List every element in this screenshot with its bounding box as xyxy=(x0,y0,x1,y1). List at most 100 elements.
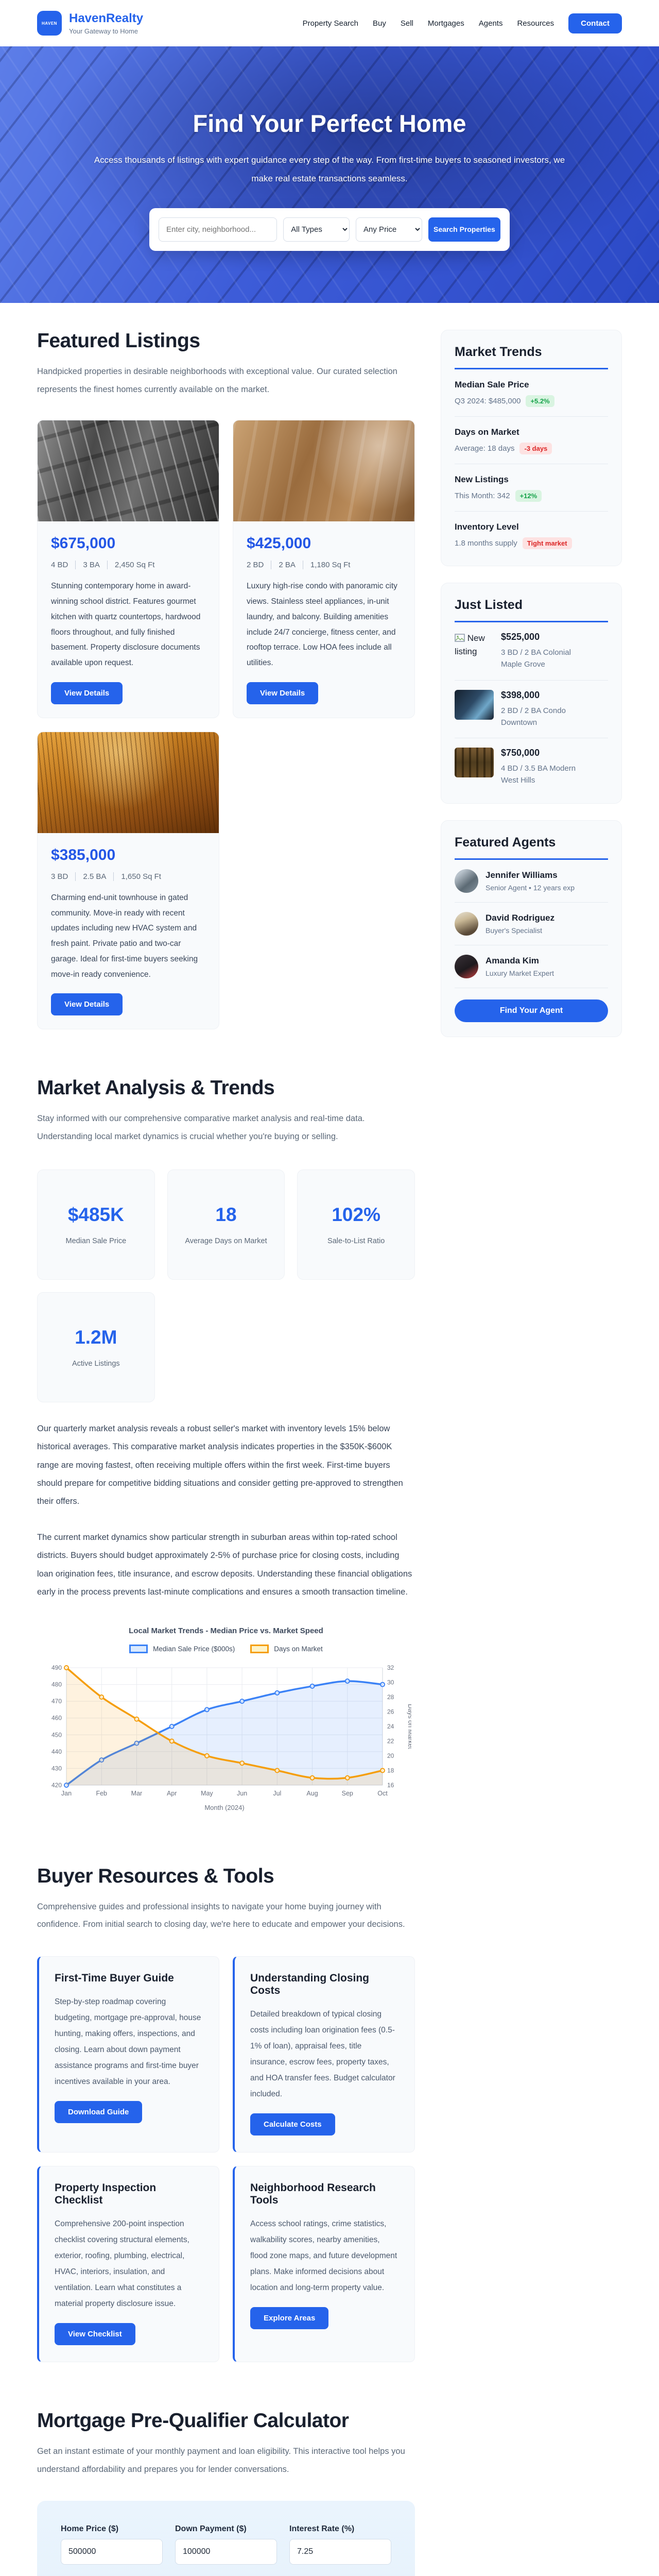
nav-property-search[interactable]: Property Search xyxy=(302,19,358,28)
stat-card: 18 Average Days on Market xyxy=(167,1169,285,1280)
section-description: Get an instant estimate of your monthly … xyxy=(37,2447,405,2474)
find-your-agent-button[interactable]: Find Your Agent xyxy=(455,999,608,1022)
svg-text:Aug: Aug xyxy=(306,1790,318,1797)
search-properties-button[interactable]: Search Properties xyxy=(428,217,500,242)
chart-title: Local Market Trends - Median Price vs. M… xyxy=(129,1626,323,1635)
sqft: 1,180 Sq Ft xyxy=(302,561,350,570)
resource-card: Understanding Closing Costs Detailed bre… xyxy=(233,1956,415,2153)
trend-badge: Tight market xyxy=(522,537,572,549)
sidebar-card-title: Just Listed xyxy=(455,598,608,622)
stat-label: Median Sale Price xyxy=(65,1236,127,1245)
stat-label: Active Listings xyxy=(72,1359,120,1368)
legend-label: Median Sale Price ($000s) xyxy=(153,1645,235,1653)
nav-resources[interactable]: Resources xyxy=(517,19,554,28)
svg-text:Apr: Apr xyxy=(167,1790,177,1797)
beds: 2 BD xyxy=(247,561,264,570)
explore-areas-button[interactable]: Explore Areas xyxy=(250,2307,329,2330)
hero-title: Find Your Perfect Home xyxy=(193,110,466,137)
trend-label: New Listings xyxy=(455,474,509,484)
section-description: Handpicked properties in desirable neigh… xyxy=(37,367,397,394)
beds: 3 BD xyxy=(51,872,68,881)
nav-sell[interactable]: Sell xyxy=(400,19,413,28)
sidebar-card-title: Featured Agents xyxy=(455,835,608,860)
trend-value: Average: 18 days xyxy=(455,444,515,453)
market-trends-card: Market Trends Median Sale Price Q3 2024:… xyxy=(441,330,622,566)
location-search-input[interactable] xyxy=(159,217,278,242)
interest-rate-input[interactable] xyxy=(289,2539,391,2565)
resource-title: First-Time Buyer Guide xyxy=(55,1972,174,1985)
trend-badge: +5.2% xyxy=(526,395,554,407)
avatar xyxy=(455,954,478,978)
agent-item[interactable]: David Rodriguez Buyer's Specialist xyxy=(455,903,608,945)
download-guide-button[interactable]: Download Guide xyxy=(55,2101,143,2124)
agent-role: Buyer's Specialist xyxy=(485,926,543,935)
agent-name: Jennifer Williams xyxy=(485,870,558,880)
section-title: Mortgage Pre-Qualifier Calculator xyxy=(37,2410,349,2432)
resource-text: Step-by-step roadmap covering budgeting,… xyxy=(55,1997,201,2087)
chart-canvas: 420 430 440 450 460 470 480 490 16 18 20 22 24 26 28 30… xyxy=(41,1653,414,1818)
sidebar-card-title: Market Trends xyxy=(455,345,608,369)
down-payment-input[interactable] xyxy=(175,2539,277,2565)
view-checklist-button[interactable]: View Checklist xyxy=(55,2323,135,2346)
property-search-bar: All Types Any Price Search Properties xyxy=(149,208,510,251)
listing-specs: 2 BD 2 BA 1,180 Sq Ft xyxy=(247,561,401,570)
brand-tagline: Your Gateway to Home xyxy=(69,27,138,35)
home-price-input[interactable] xyxy=(61,2539,163,2565)
agent-item[interactable]: Jennifer Williams Senior Agent • 12 year… xyxy=(455,860,608,903)
property-type-select[interactable]: All Types xyxy=(283,217,350,242)
agent-item[interactable]: Amanda Kim Luxury Market Expert xyxy=(455,945,608,988)
svg-text:24: 24 xyxy=(387,1723,394,1730)
calculate-costs-button[interactable]: Calculate Costs xyxy=(250,2113,335,2136)
svg-text:Month (2024): Month (2024) xyxy=(204,1804,244,1811)
resource-card: Property Inspection Checklist Comprehens… xyxy=(37,2166,219,2363)
trend-value: Q3 2024: $485,000 xyxy=(455,397,521,405)
buyer-resources-section: Buyer Resources & Tools Comprehensive gu… xyxy=(37,1865,415,2363)
section-title: Market Analysis & Trends xyxy=(37,1077,275,1099)
hero: Find Your Perfect Home Access thousands … xyxy=(0,46,659,303)
legend-swatch-price xyxy=(129,1644,148,1653)
view-details-button[interactable]: View Details xyxy=(51,993,123,1016)
listing-price: $750,000 xyxy=(501,748,540,758)
nav-mortgages[interactable]: Mortgages xyxy=(427,19,464,28)
resource-title: Property Inspection Checklist xyxy=(55,2182,157,2207)
just-listed-item[interactable]: New listing $525,000 3 BD / 2 BA Colonia… xyxy=(455,622,608,681)
view-details-button[interactable]: View Details xyxy=(51,682,123,704)
listing-price: $675,000 xyxy=(51,535,116,552)
analysis-paragraph: The current market dynamics show particu… xyxy=(37,1532,412,1597)
just-listed-item[interactable]: $398,000 2 BD / 2 BA Condo Downtown xyxy=(455,681,608,738)
view-details-button[interactable]: View Details xyxy=(247,682,319,704)
price-range-select[interactable]: Any Price xyxy=(356,217,422,242)
legend-swatch-days xyxy=(250,1644,269,1653)
listing-details: 2 BD / 2 BA Condo xyxy=(501,706,566,715)
agent-name: David Rodriguez xyxy=(485,912,555,923)
line-chart: 420 430 440 450 460 470 480 490 16 18 20 22 24 26 28 30… xyxy=(51,1664,414,1811)
site-header: HAVEN HavenRealty Your Gateway to Home P… xyxy=(0,0,659,46)
mortgage-calculator-section: Mortgage Pre-Qualifier Calculator Get an… xyxy=(37,2410,415,2576)
svg-text:460: 460 xyxy=(51,1714,62,1721)
stat-value: 102% xyxy=(332,1204,380,1225)
listing-price: $425,000 xyxy=(247,535,311,552)
contact-button[interactable]: Contact xyxy=(568,13,622,33)
svg-text:18: 18 xyxy=(387,1767,394,1774)
resource-card: First-Time Buyer Guide Step-by-step road… xyxy=(37,1956,219,2153)
trend-label: Days on Market xyxy=(455,427,519,437)
resource-title: Understanding Closing Costs xyxy=(250,1972,369,1997)
baths: 2 BA xyxy=(271,561,296,570)
stat-label: Sale-to-List Ratio xyxy=(327,1236,385,1245)
sqft: 1,650 Sq Ft xyxy=(113,872,161,881)
stat-value: 1.2M xyxy=(75,1326,117,1348)
brand: HAVEN HavenRealty Your Gateway to Home xyxy=(37,11,143,36)
listing-price: $525,000 xyxy=(501,632,540,642)
nav-buy[interactable]: Buy xyxy=(373,19,386,28)
listing-location: Downtown xyxy=(501,718,537,727)
listing-photo xyxy=(38,732,219,833)
agent-name: Amanda Kim xyxy=(485,955,539,965)
trend-label: Median Sale Price xyxy=(455,380,529,389)
legend-label: Days on Market xyxy=(274,1645,323,1653)
just-listed-item[interactable]: $750,000 4 BD / 3.5 BA Modern West Hills xyxy=(455,738,608,789)
agent-role: Senior Agent • 12 years exp xyxy=(485,883,575,892)
nav-agents[interactable]: Agents xyxy=(478,19,503,28)
trend-label: Inventory Level xyxy=(455,522,519,532)
resource-card: Neighborhood Research Tools Access schoo… xyxy=(233,2166,415,2363)
svg-text:30: 30 xyxy=(387,1679,394,1686)
